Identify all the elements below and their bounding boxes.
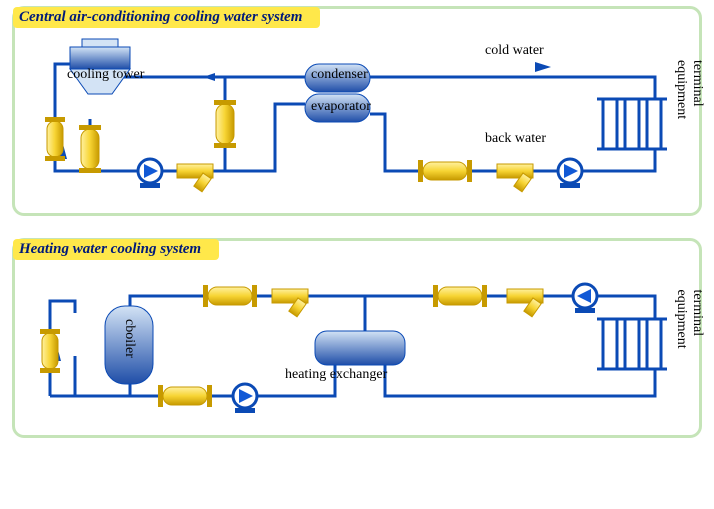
label-evaporator: evaporator <box>311 99 371 115</box>
strainer-icon <box>507 289 543 317</box>
label-cooling-tower: cooling tower <box>67 67 144 83</box>
valve-icon <box>433 285 487 307</box>
label-condenser: condenser <box>311 67 368 83</box>
pump-icon <box>138 159 162 188</box>
pump-icon <box>558 159 582 188</box>
strainer-icon <box>272 289 308 317</box>
label-cold-water: cold water <box>485 43 544 59</box>
pump-icon <box>233 384 257 413</box>
terminal-equipment-icon <box>597 99 667 149</box>
valve-icon <box>203 285 257 307</box>
strainer-icon <box>177 164 213 192</box>
label-cboiler: cboiler <box>121 319 137 358</box>
label-terminal-equipment-1: terminal equipment <box>673 60 705 162</box>
valve-icon <box>158 385 212 407</box>
panel-heating-system: Heating water cooling system <box>12 238 702 438</box>
terminal-equipment-icon <box>597 319 667 369</box>
valve-icon <box>418 160 472 182</box>
panel-cooling-system: Central air-conditioning cooling water s… <box>12 6 702 216</box>
heat-exchanger-icon <box>315 331 405 365</box>
label-terminal-equipment-2: terminal equipment <box>673 290 705 387</box>
pump-icon <box>573 284 597 313</box>
diagram-panel2 <box>15 241 681 437</box>
label-back-water: back water <box>485 131 546 147</box>
strainer-icon <box>497 164 533 192</box>
label-heating-exchanger: heating exchanger <box>285 367 387 383</box>
